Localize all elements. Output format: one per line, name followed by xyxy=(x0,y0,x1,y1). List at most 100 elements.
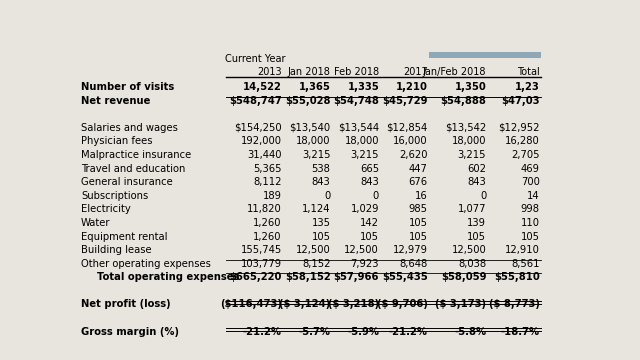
Text: 155,745: 155,745 xyxy=(241,245,282,255)
Text: ($ 9,706): ($ 9,706) xyxy=(377,300,428,310)
Text: ($ 8,773): ($ 8,773) xyxy=(489,300,540,310)
Text: ($ 3,218): ($ 3,218) xyxy=(328,300,379,310)
Text: Other operating expenses: Other operating expenses xyxy=(81,259,211,269)
Text: 1,029: 1,029 xyxy=(351,204,379,214)
Text: Physician fees: Physician fees xyxy=(81,136,152,147)
Text: $55,028: $55,028 xyxy=(285,96,330,106)
Text: $58,152: $58,152 xyxy=(285,272,330,282)
Text: -21.2%: -21.2% xyxy=(388,327,428,337)
Text: -18.7%: -18.7% xyxy=(500,327,540,337)
Text: 2,705: 2,705 xyxy=(511,150,540,160)
Text: $54,748: $54,748 xyxy=(333,96,379,106)
Text: 105: 105 xyxy=(360,231,379,242)
Text: Salaries and wages: Salaries and wages xyxy=(81,123,178,133)
Text: $45,729: $45,729 xyxy=(382,96,428,106)
Text: 602: 602 xyxy=(467,164,486,174)
Text: 3,215: 3,215 xyxy=(458,150,486,160)
Text: 16,000: 16,000 xyxy=(393,136,428,147)
Text: 0: 0 xyxy=(480,191,486,201)
Text: $154,250: $154,250 xyxy=(234,123,282,133)
Text: Equipment rental: Equipment rental xyxy=(81,231,168,242)
Text: Current Year: Current Year xyxy=(225,54,285,64)
Text: 14,522: 14,522 xyxy=(243,82,282,92)
Text: $55,810: $55,810 xyxy=(494,272,540,282)
Text: 8,561: 8,561 xyxy=(511,259,540,269)
Text: 16: 16 xyxy=(415,191,428,201)
Text: -21.2%: -21.2% xyxy=(243,327,282,337)
Text: $47,03: $47,03 xyxy=(501,96,540,106)
Text: $54,888: $54,888 xyxy=(440,96,486,106)
Text: $57,966: $57,966 xyxy=(333,272,379,282)
Text: $58,059: $58,059 xyxy=(441,272,486,282)
Text: Total: Total xyxy=(517,67,540,77)
Text: $13,542: $13,542 xyxy=(445,123,486,133)
Text: 1,365: 1,365 xyxy=(299,82,330,92)
Text: 8,038: 8,038 xyxy=(458,259,486,269)
Text: 8,112: 8,112 xyxy=(253,177,282,187)
Text: 105: 105 xyxy=(409,218,428,228)
Text: 12,910: 12,910 xyxy=(505,245,540,255)
Text: Building lease: Building lease xyxy=(81,245,152,255)
Text: 676: 676 xyxy=(408,177,428,187)
Text: 1,350: 1,350 xyxy=(454,82,486,92)
Text: 998: 998 xyxy=(521,204,540,214)
Text: Net profit (loss): Net profit (loss) xyxy=(81,300,171,310)
Text: 18,000: 18,000 xyxy=(344,136,379,147)
Text: Water: Water xyxy=(81,218,111,228)
Text: 14: 14 xyxy=(527,191,540,201)
Text: Electricity: Electricity xyxy=(81,204,131,214)
Text: 16,280: 16,280 xyxy=(505,136,540,147)
Text: 18,000: 18,000 xyxy=(452,136,486,147)
Text: 12,500: 12,500 xyxy=(296,245,330,255)
Text: $548,747: $548,747 xyxy=(229,96,282,106)
Text: 1,335: 1,335 xyxy=(348,82,379,92)
Text: $665,220: $665,220 xyxy=(230,272,282,282)
Text: -5.9%: -5.9% xyxy=(347,327,379,337)
Text: 192,000: 192,000 xyxy=(241,136,282,147)
Text: 985: 985 xyxy=(409,204,428,214)
Text: Feb 2018: Feb 2018 xyxy=(334,67,379,77)
Text: 1,23: 1,23 xyxy=(515,82,540,92)
Text: 2017: 2017 xyxy=(403,67,428,77)
Text: 18,000: 18,000 xyxy=(296,136,330,147)
Text: 1,260: 1,260 xyxy=(253,218,282,228)
Text: 1,260: 1,260 xyxy=(253,231,282,242)
Text: $13,540: $13,540 xyxy=(289,123,330,133)
Text: $12,952: $12,952 xyxy=(499,123,540,133)
Text: Jan/Feb 2018: Jan/Feb 2018 xyxy=(423,67,486,77)
Text: 3,215: 3,215 xyxy=(351,150,379,160)
Text: 12,500: 12,500 xyxy=(451,245,486,255)
Text: 843: 843 xyxy=(360,177,379,187)
Text: -5.8%: -5.8% xyxy=(454,327,486,337)
Text: Total operating expenses: Total operating expenses xyxy=(90,272,239,282)
Text: 110: 110 xyxy=(521,218,540,228)
Text: 447: 447 xyxy=(409,164,428,174)
Bar xyxy=(429,51,541,58)
Text: 700: 700 xyxy=(521,177,540,187)
Text: 11,820: 11,820 xyxy=(247,204,282,214)
Text: Jan 2018: Jan 2018 xyxy=(287,67,330,77)
Text: 135: 135 xyxy=(312,218,330,228)
Text: 103,779: 103,779 xyxy=(241,259,282,269)
Text: Malpractice insurance: Malpractice insurance xyxy=(81,150,191,160)
Text: 139: 139 xyxy=(467,218,486,228)
Text: Net revenue: Net revenue xyxy=(81,96,150,106)
Text: 3,215: 3,215 xyxy=(302,150,330,160)
Text: Travel and education: Travel and education xyxy=(81,164,186,174)
Text: ($ 3,124): ($ 3,124) xyxy=(279,300,330,310)
Text: $55,435: $55,435 xyxy=(382,272,428,282)
Text: Number of visits: Number of visits xyxy=(81,82,174,92)
Text: 843: 843 xyxy=(312,177,330,187)
Text: ($ 3,173): ($ 3,173) xyxy=(435,300,486,310)
Text: 469: 469 xyxy=(521,164,540,174)
Text: 0: 0 xyxy=(324,191,330,201)
Text: 8,152: 8,152 xyxy=(302,259,330,269)
Text: $12,854: $12,854 xyxy=(387,123,428,133)
Text: 5,365: 5,365 xyxy=(253,164,282,174)
Text: 2,620: 2,620 xyxy=(399,150,428,160)
Text: 31,440: 31,440 xyxy=(248,150,282,160)
Text: 843: 843 xyxy=(467,177,486,187)
Text: 105: 105 xyxy=(521,231,540,242)
Text: 12,500: 12,500 xyxy=(344,245,379,255)
Text: 12,979: 12,979 xyxy=(393,245,428,255)
